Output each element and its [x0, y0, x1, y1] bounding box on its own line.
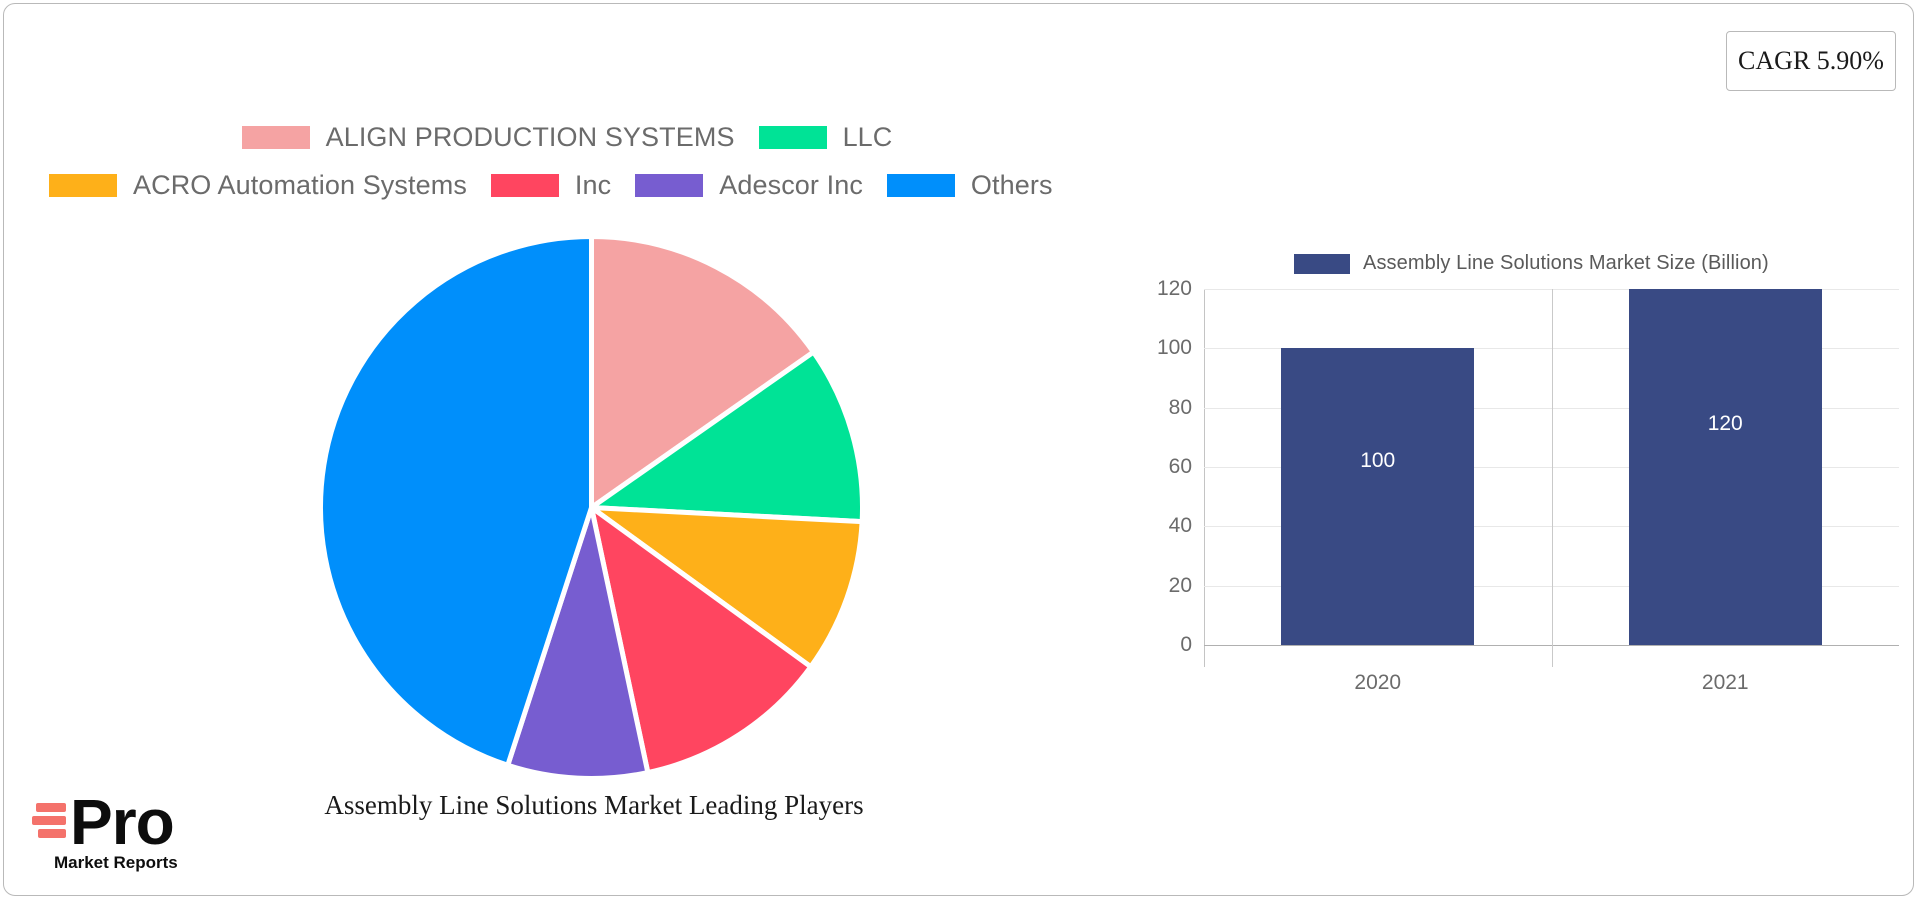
pie-slice[interactable]	[589, 349, 864, 525]
pie-slice[interactable]	[319, 235, 594, 768]
legend-swatch-others	[886, 174, 955, 197]
legend-label-llc: LLC	[842, 122, 893, 152]
bar-chart-x-label: 2021	[1701, 671, 1749, 694]
pie-chart[interactable]	[319, 235, 864, 780]
legend-label-adescor-inc: Adescor Inc	[719, 170, 863, 200]
legend-item-inc[interactable]: Inc	[490, 170, 612, 201]
legend-item-adescor-inc[interactable]: Adescor Inc	[635, 170, 863, 201]
bar-chart-value-label: 120	[1707, 412, 1743, 436]
pie-legend: ALIGN PRODUCTION SYSTEMS LLC ACRO Automa…	[4, 122, 1154, 201]
legend-swatch-llc	[758, 126, 827, 149]
pie-slice[interactable]	[589, 505, 814, 776]
bar-chart-y-axis	[1204, 289, 1205, 667]
logo-bars-icon	[32, 803, 66, 838]
bar-chart-y-tick: 120	[1156, 277, 1192, 300]
pie-chart-svg	[319, 235, 864, 780]
legend-label-align-production-systems: ALIGN PRODUCTION SYSTEMS	[325, 122, 735, 152]
bar-chart-y-tick: 20	[1168, 573, 1192, 597]
bar-chart-y-tick: 40	[1168, 514, 1192, 538]
bar-chart-y-tick: 100	[1156, 336, 1192, 360]
legend-label-inc: Inc	[574, 170, 612, 200]
bar-chart-y-tick: 60	[1168, 455, 1192, 478]
legend-swatch-inc	[490, 174, 559, 197]
legend-swatch-align-production-systems	[241, 126, 310, 149]
pie-slice[interactable]	[505, 505, 651, 780]
legend-label-others: Others	[970, 170, 1053, 200]
legend-swatch-acro-automation-systems	[49, 174, 117, 197]
logo-wordmark: Pro	[70, 786, 175, 858]
bar-chart-y-tick: 0	[1180, 633, 1192, 656]
legend-item-acro-automation-systems[interactable]: ACRO Automation Systems	[49, 170, 467, 201]
pie-slice[interactable]	[589, 505, 864, 670]
legend-item-llc[interactable]: LLC	[758, 122, 893, 153]
bar-chart-x-label: 2020	[1354, 671, 1402, 694]
bar-chart-legend[interactable]: Assembly Line Solutions Market Size (Bil…	[1294, 252, 1769, 275]
pie-legend-row-2: ACRO Automation Systems Inc Adescor Inc …	[4, 170, 1154, 201]
bar-chart[interactable]: 0 20 40 60 80 100 120 100 2020 120 2021	[1157, 277, 1899, 694]
bar-chart-category-divider	[1551, 289, 1553, 667]
logo-tagline: Market Reports	[54, 853, 178, 872]
pie-slice[interactable]	[589, 235, 816, 510]
legend-label-market-size: Assembly Line Solutions Market Size (Bil…	[1363, 252, 1769, 274]
legend-item-align-production-systems[interactable]: ALIGN PRODUCTION SYSTEMS	[241, 122, 735, 153]
infographic-card: CAGR 5.90% ALIGN PRODUCTION SYSTEMS LLC …	[3, 3, 1914, 896]
bar-chart-plot-area: 0 20 40 60 80 100 120 100 2020 120 2021	[1157, 277, 1899, 694]
bar-chart-value-label: 100	[1360, 449, 1396, 473]
legend-item-others[interactable]: Others	[886, 170, 1053, 201]
legend-label-acro-automation-systems: ACRO Automation Systems	[133, 170, 467, 200]
logo: Pro Market Reports	[28, 786, 228, 872]
legend-swatch-adescor-inc	[635, 174, 704, 197]
legend-swatch-market-size	[1294, 253, 1350, 274]
cagr-value: CAGR 5.90%	[1738, 46, 1884, 75]
bar-chart-bar[interactable]: 100	[1281, 348, 1475, 645]
cagr-badge: CAGR 5.90%	[1726, 31, 1896, 91]
bar-chart-bar[interactable]: 120	[1628, 289, 1822, 645]
bar-chart-y-tick: 80	[1168, 395, 1192, 419]
pie-legend-row-1: ALIGN PRODUCTION SYSTEMS LLC	[4, 122, 1154, 153]
pie-chart-title: Assembly Line Solutions Market Leading P…	[324, 790, 864, 820]
